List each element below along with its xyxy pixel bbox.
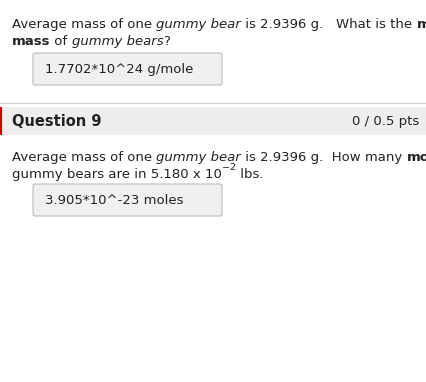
- Text: is 2.9396 g.   What is the: is 2.9396 g. What is the: [241, 18, 415, 31]
- Text: moles: moles: [406, 151, 426, 164]
- Text: −2: −2: [222, 163, 235, 172]
- Text: lbs.: lbs.: [235, 168, 263, 181]
- Text: is 2.9396 g.  How many: is 2.9396 g. How many: [241, 151, 406, 164]
- Text: 0 / 0.5 pts: 0 / 0.5 pts: [351, 115, 418, 128]
- Text: of: of: [50, 35, 72, 48]
- Text: Average mass of one: Average mass of one: [12, 18, 156, 31]
- FancyBboxPatch shape: [33, 53, 222, 85]
- Text: gummy bears: gummy bears: [72, 35, 163, 48]
- FancyBboxPatch shape: [33, 184, 222, 216]
- Text: mass: mass: [12, 35, 50, 48]
- Text: ?: ?: [163, 35, 170, 48]
- Text: 1.7702*10^24 g/mole: 1.7702*10^24 g/mole: [45, 63, 193, 76]
- Bar: [0, 107, 426, 135]
- Text: Average mass of one: Average mass of one: [12, 151, 156, 164]
- Text: molar: molar: [415, 18, 426, 31]
- Text: gummy bear: gummy bear: [156, 151, 241, 164]
- Text: Question 9: Question 9: [12, 113, 101, 128]
- Text: gummy bears are in 5.180 x 10: gummy bears are in 5.180 x 10: [12, 168, 222, 181]
- Text: 3.905*10^-23 moles: 3.905*10^-23 moles: [45, 194, 183, 207]
- Text: gummy bear: gummy bear: [156, 18, 241, 31]
